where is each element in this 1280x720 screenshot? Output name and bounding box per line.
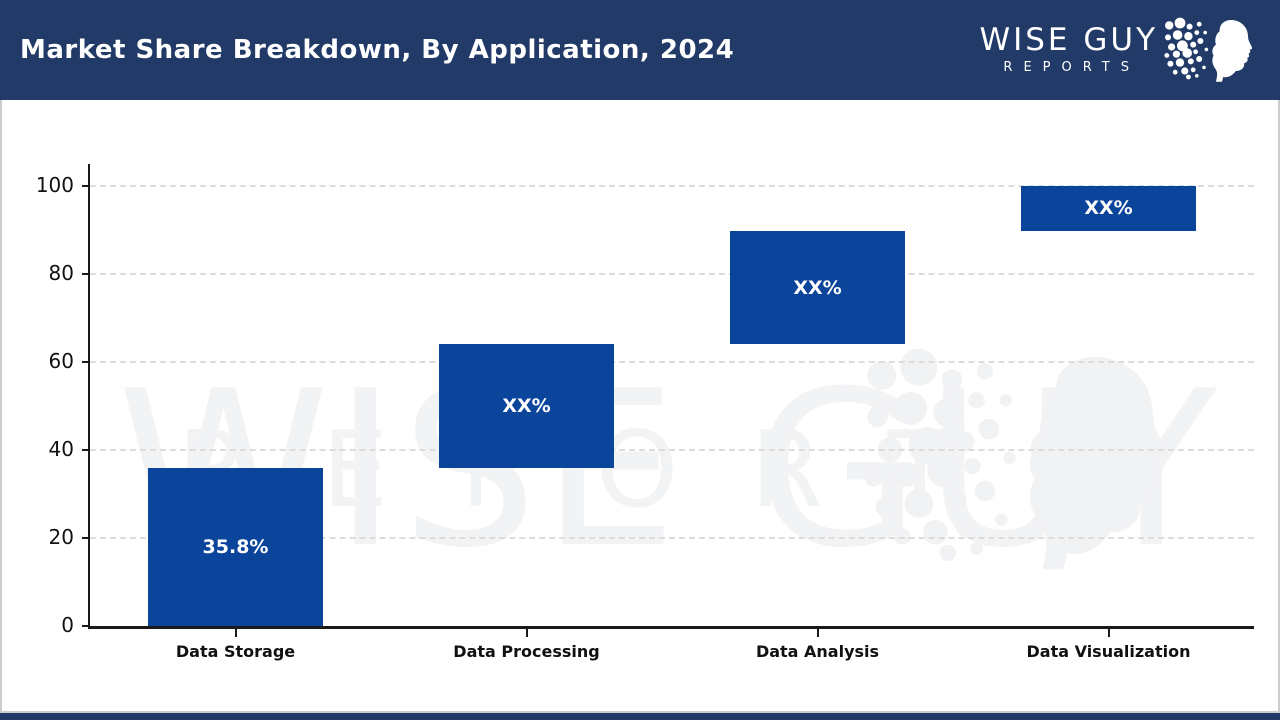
x-category-label: Data Visualization [1026,642,1191,661]
y-gridline [90,537,1254,539]
y-tick [82,537,90,539]
y-tick-label: 60 [48,349,74,373]
y-tick-label: 100 [35,173,74,197]
x-axis-line [88,626,1254,629]
y-gridline [90,185,1254,187]
y-tick-label: 20 [48,525,74,549]
y-tick [82,361,90,363]
y-tick [82,185,90,187]
x-tick [234,629,237,637]
y-axis-line [88,164,90,629]
bar-segment: XX% [439,344,614,469]
bar-segment: XX% [730,230,905,345]
page-title: Market Share Breakdown, By Application, … [20,35,735,65]
y-gridline [90,273,1254,275]
logo-head-icon [1164,17,1253,82]
y-tick [82,273,90,275]
bar-segment: 35.8% [148,468,323,626]
x-category-label: Data Analysis [755,642,880,661]
y-tick [82,625,90,627]
y-tick-label: 80 [48,261,74,285]
y-gridline [90,449,1254,451]
bar-segment: XX% [1021,186,1196,231]
x-category-label: Data Processing [453,642,600,661]
footer-bar [0,713,1280,720]
y-tick-label: 40 [48,437,74,461]
x-tick [1107,629,1110,637]
y-gridline [90,361,1254,363]
logo-subtitle: REPORTS [1003,60,1141,75]
x-tick [525,629,528,637]
bar-value-label: XX% [1084,197,1133,220]
bar-value-label: XX% [793,276,842,299]
bar-value-label: 35.8% [202,536,269,559]
logo-text: WISE GUY REPORTS [979,22,1158,76]
y-tick-label: 0 [61,613,74,637]
wise-guy-logo: WISE GUY REPORTS [979,6,1258,94]
y-tick [82,449,90,451]
x-tick [816,629,819,637]
chart-area: WISE GUY REPORTS 0 20 40 60 80 100 35.8% Data S… [0,100,1280,713]
header-bar: Market Share Breakdown, By Application, … [0,0,1280,100]
logo-wordmark: WISE GUY [979,22,1158,58]
x-category-label: Data Storage [175,642,296,661]
bar-value-label: XX% [502,395,551,418]
